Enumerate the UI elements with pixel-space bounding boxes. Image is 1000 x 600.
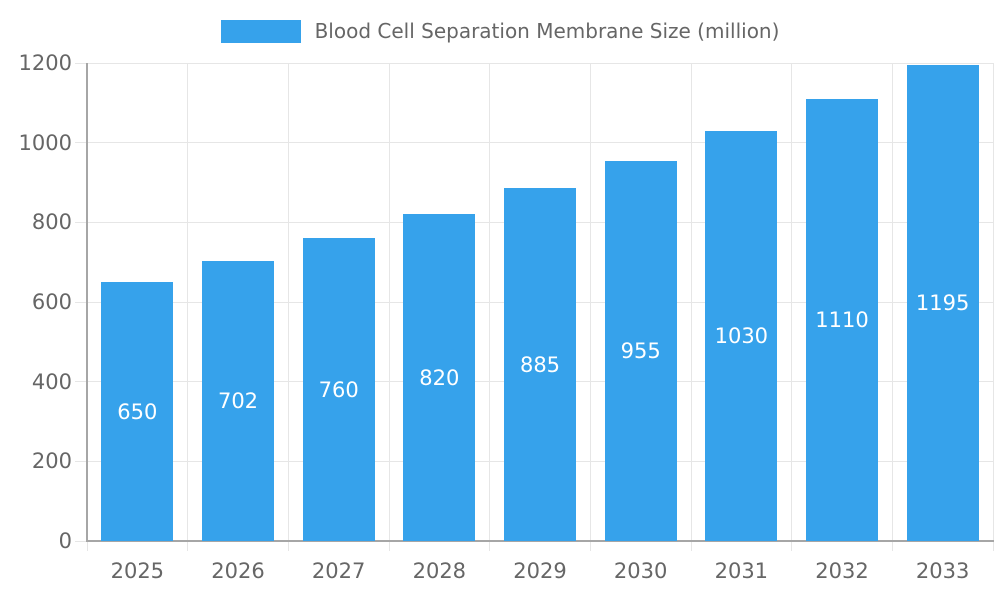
x-tick-8 <box>891 541 893 551</box>
x-tick-label-2025: 2025 <box>110 559 165 583</box>
legend-series-label: Blood Cell Separation Membrane Size (mil… <box>314 19 780 43</box>
bar-value-label: 885 <box>519 352 561 377</box>
x-tick-label-2030: 2030 <box>613 559 668 583</box>
y-tick-400 <box>75 381 87 383</box>
bar-value-label: 955 <box>620 338 661 363</box>
gridline-x-9 <box>992 63 994 541</box>
x-tick-9 <box>992 541 994 551</box>
bar-2027: 760 <box>302 238 375 541</box>
x-tick-5 <box>589 541 591 551</box>
bar-value-label: 1195 <box>915 290 970 315</box>
x-tick-label-2033: 2033 <box>915 559 970 583</box>
x-tick-label-2027: 2027 <box>311 559 366 583</box>
bar-value-label: 760 <box>318 377 359 402</box>
x-tick-0 <box>86 541 88 551</box>
legend-swatch <box>220 19 301 43</box>
bar-2029: 885 <box>504 188 576 541</box>
y-tick-200 <box>75 460 87 462</box>
gridline-x-7 <box>791 63 793 541</box>
x-tick-1 <box>187 541 189 551</box>
x-tick-3 <box>388 541 390 551</box>
bar-value-label: 1110 <box>815 307 869 332</box>
bar-value-label: 820 <box>419 365 460 390</box>
chart-legend[interactable]: Blood Cell Separation Membrane Size (mil… <box>0 19 1000 43</box>
y-tick-label: 800 <box>31 210 72 235</box>
x-tick-label-2032: 2032 <box>815 559 869 583</box>
x-tick-label-2031: 2031 <box>714 559 769 583</box>
bar-2030: 955 <box>604 160 677 541</box>
y-tick-1000 <box>75 142 87 144</box>
y-tick-label: 0 <box>58 529 72 553</box>
bar-2026: 702 <box>202 261 274 541</box>
y-tick-800 <box>75 221 87 223</box>
gridline-x-8 <box>891 63 893 541</box>
bar-2028: 820 <box>403 214 476 541</box>
y-tick-label: 600 <box>31 290 72 314</box>
bar-2033: 1195 <box>906 64 979 541</box>
bar-value-label: 650 <box>117 399 158 424</box>
y-tick-label: 1000 <box>18 130 72 155</box>
y-tick-label: 200 <box>31 449 72 474</box>
x-tick-4 <box>489 541 491 551</box>
gridline-x-3 <box>388 63 390 541</box>
x-tick-label-2026: 2026 <box>211 559 265 583</box>
bar-2025: 650 <box>101 282 174 541</box>
gridline-y-1200 <box>87 62 993 64</box>
x-axis-line <box>86 540 994 542</box>
y-tick-0 <box>75 540 87 542</box>
gridline-y-1000 <box>87 142 993 144</box>
x-tick-label-2028: 2028 <box>412 559 467 583</box>
y-tick-600 <box>75 301 87 303</box>
y-tick-label: 400 <box>31 369 72 394</box>
gridline-x-2 <box>287 63 289 541</box>
x-tick-7 <box>791 541 793 551</box>
gridline-x-5 <box>589 63 591 541</box>
bar-2031: 1030 <box>705 130 778 541</box>
gridline-x-6 <box>690 63 692 541</box>
bar-2032: 1110 <box>806 98 878 541</box>
bar-value-label: 1030 <box>714 323 769 348</box>
gridline-x-4 <box>489 63 491 541</box>
x-tick-6 <box>690 541 692 551</box>
y-axis-line <box>86 63 88 541</box>
gridline-x-1 <box>187 63 189 541</box>
y-tick-label: 1200 <box>18 51 72 75</box>
x-tick-label-2029: 2029 <box>513 559 567 583</box>
bar-value-label: 702 <box>217 389 259 414</box>
x-tick-2 <box>287 541 289 551</box>
y-tick-1200 <box>75 62 87 64</box>
